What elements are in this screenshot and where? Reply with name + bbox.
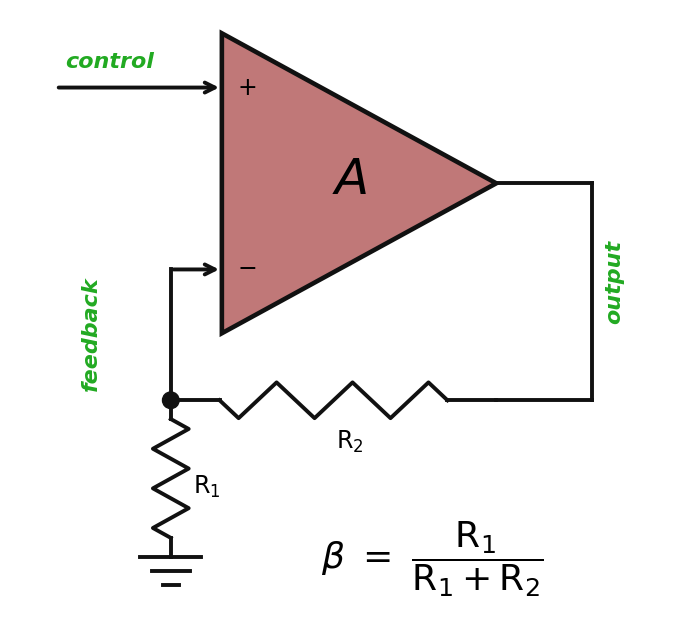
Circle shape [162,392,179,408]
Text: $\beta\ =\ \dfrac{\mathrm{R}_1}{\mathrm{R}_1 + \mathrm{R}_2}$: $\beta\ =\ \dfrac{\mathrm{R}_1}{\mathrm{… [322,520,544,599]
Polygon shape [222,33,496,333]
Text: feedback: feedback [81,276,101,390]
Text: control: control [66,52,154,72]
Text: $A$: $A$ [332,156,367,204]
Text: output: output [605,240,624,324]
Text: +: + [238,76,257,99]
Text: R$_1$: R$_1$ [193,473,221,499]
Text: R$_2$: R$_2$ [336,429,363,455]
Text: −: − [238,258,257,281]
